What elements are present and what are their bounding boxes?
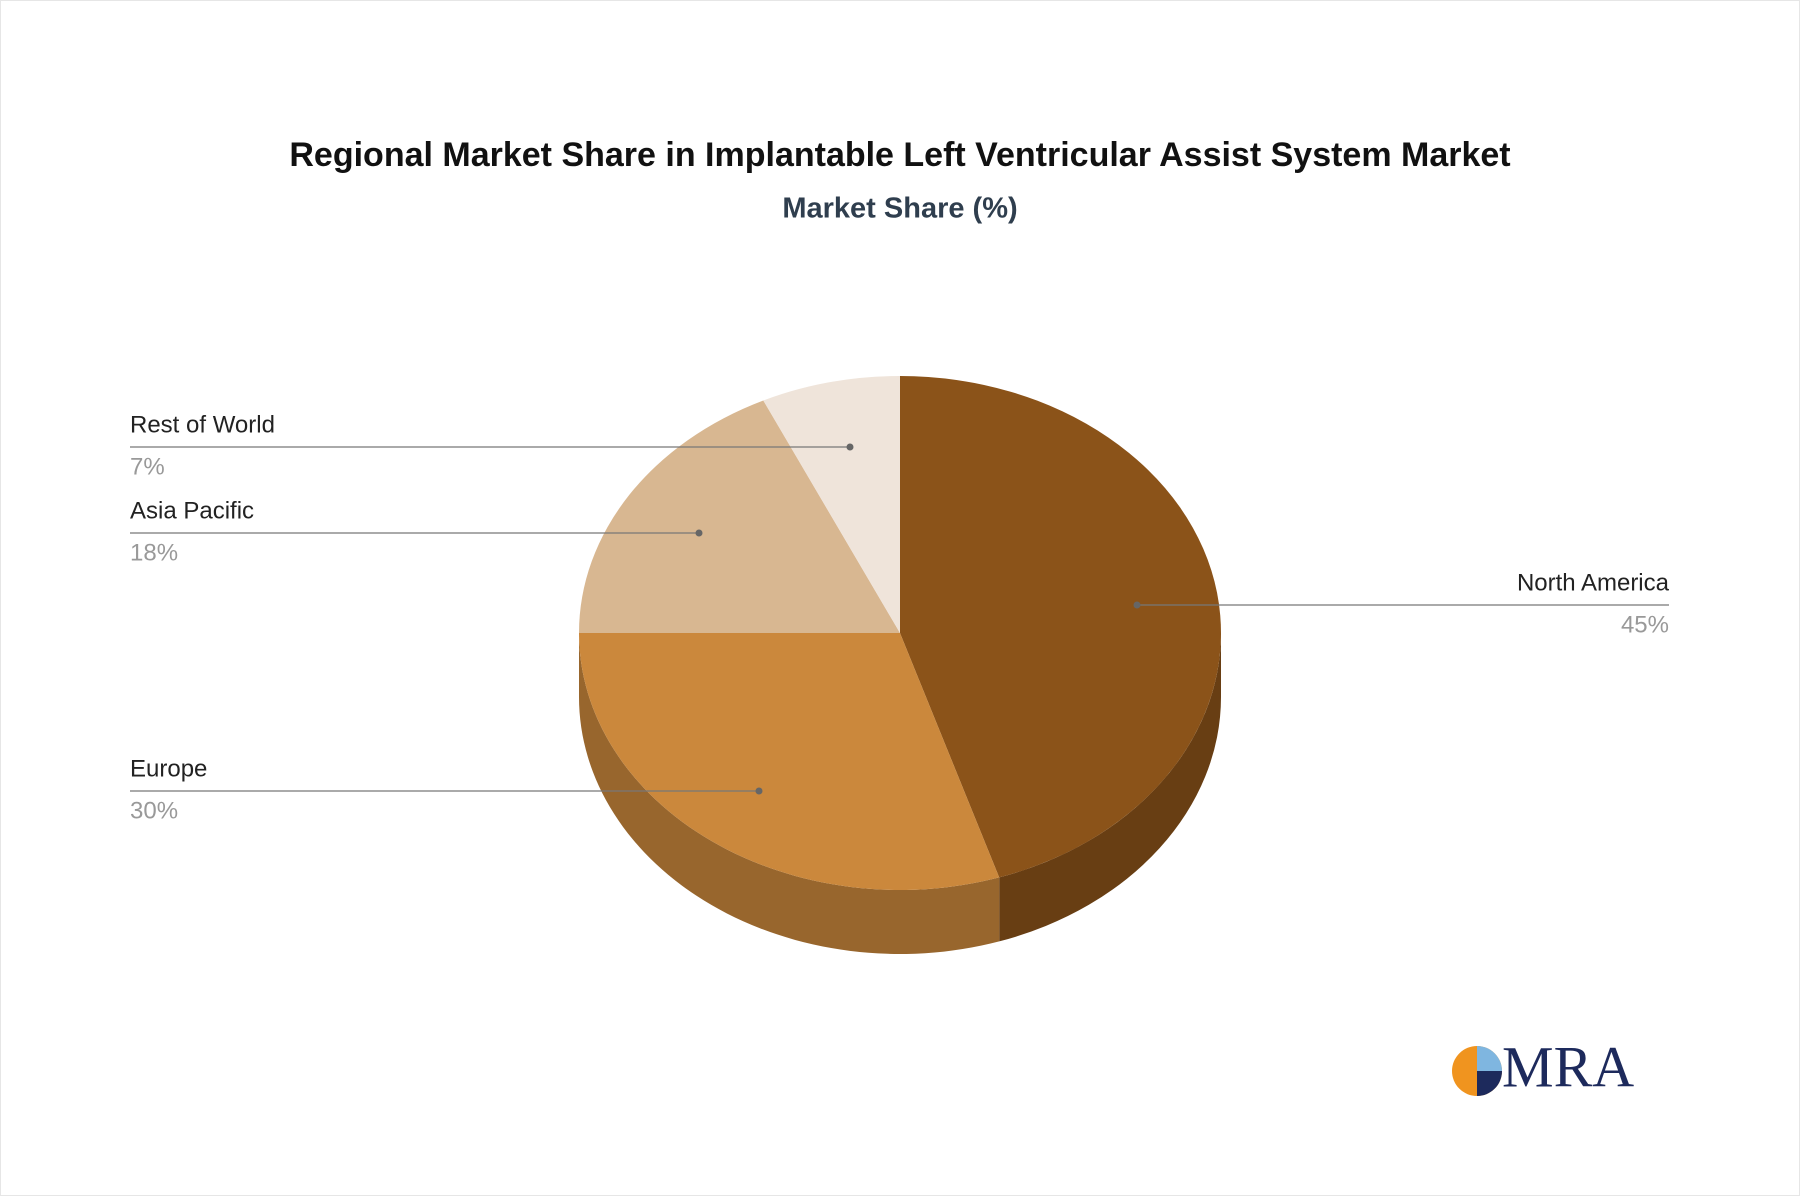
slice-value: 45% [1621,611,1669,638]
chart-subtitle: Market Share (%) [782,193,1017,225]
pie [578,376,1221,954]
logo-text: MRA [1502,1034,1634,1099]
slice-label: North America [1517,569,1670,596]
slice [763,376,900,633]
slice [578,633,1000,890]
slice-label: Rest of World [130,411,275,438]
slice-value: 18% [130,539,178,566]
slice-label: Europe [130,755,207,782]
leader-dot [755,787,763,795]
leader-dot [846,443,854,451]
slice-value: 7% [130,453,165,480]
slice [900,376,1221,878]
slice-side [999,633,1221,942]
leader-dot [1133,601,1141,609]
chart-title: Regional Market Share in Implantable Lef… [289,136,1510,174]
logo: MRA [1452,1034,1634,1099]
slice-label: Asia Pacific [130,497,254,524]
leader-dot [695,529,703,537]
logo-icon [1477,1046,1502,1071]
slice-value: 30% [130,797,178,824]
slice-side [578,633,1000,954]
logo-icon [1477,1071,1502,1096]
slice [579,400,900,633]
